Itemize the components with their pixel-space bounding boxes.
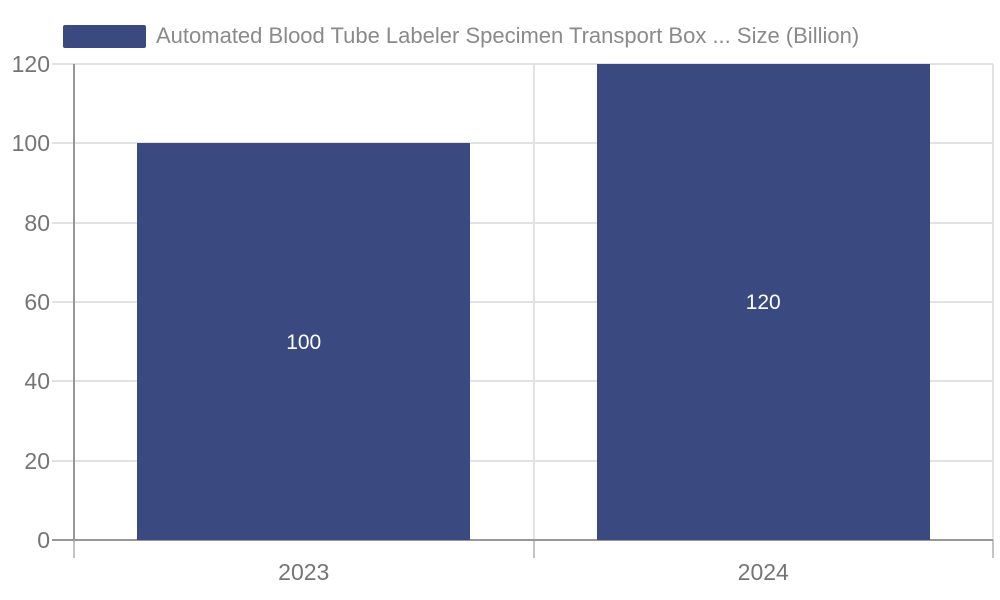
x-tick-label: 2023 [278, 559, 330, 585]
y-gridline [52, 142, 993, 145]
y-tick-label: 80 [24, 209, 50, 236]
legend-item[interactable]: Automated Blood Tube Labeler Specimen Tr… [63, 22, 859, 50]
x-gridline [992, 64, 994, 540]
y-tick-label: 100 [11, 130, 50, 157]
y-tick-label: 20 [24, 447, 50, 474]
y-tick-label: 0 [37, 527, 50, 553]
legend-label: Automated Blood Tube Labeler Specimen Tr… [156, 23, 860, 48]
y-gridline [52, 380, 993, 383]
y-gridline [52, 301, 993, 303]
y-gridline [52, 459, 993, 462]
x-axis-tick [992, 540, 994, 558]
x-tick-label: 2024 [737, 559, 789, 585]
y-axis-line [73, 64, 75, 540]
y-tick-label: 60 [24, 289, 50, 315]
y-tick-label: 120 [11, 51, 50, 77]
bar-2023[interactable] [137, 143, 471, 540]
y-tick-label: 40 [24, 368, 50, 395]
x-gridline [532, 64, 535, 540]
bar-value-label: 100 [286, 330, 322, 354]
y-gridline [52, 63, 993, 65]
x-axis-line [52, 539, 993, 541]
legend-swatch-icon [63, 24, 146, 48]
y-gridline [52, 221, 993, 224]
bar-value-label: 120 [745, 291, 781, 314]
bar-2024[interactable] [596, 64, 930, 540]
x-axis-tick [73, 540, 75, 558]
x-axis-tick [532, 540, 535, 558]
